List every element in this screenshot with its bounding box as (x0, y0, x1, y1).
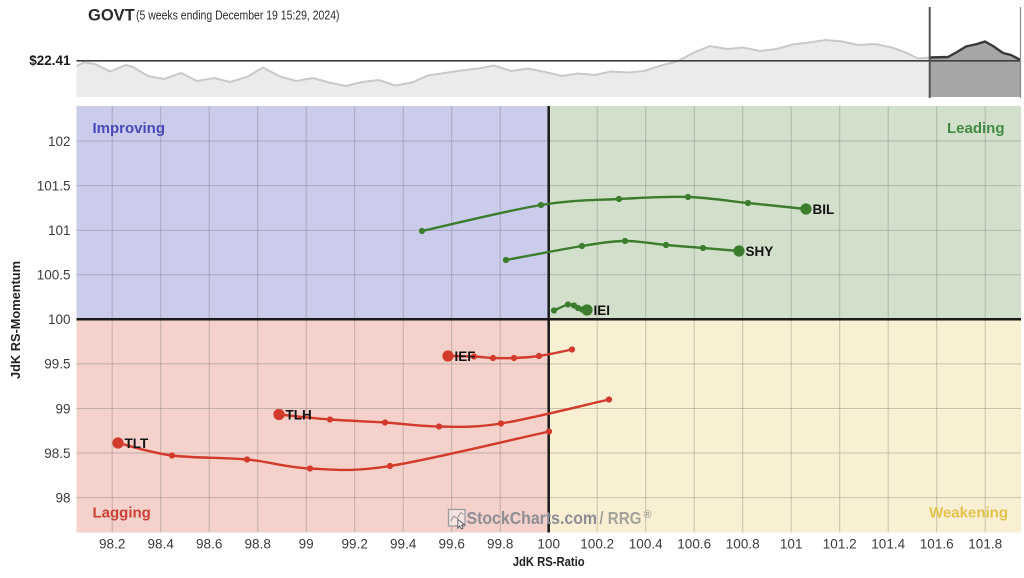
svg-text:98.5: 98.5 (44, 446, 70, 461)
svg-text:98.4: 98.4 (148, 537, 175, 552)
svg-text:98: 98 (55, 490, 70, 505)
svg-text:Improving: Improving (93, 120, 166, 137)
svg-text:98.2: 98.2 (99, 537, 125, 552)
svg-text:100.6: 100.6 (677, 537, 711, 552)
svg-text:101: 101 (780, 537, 803, 552)
svg-text:$22.41: $22.41 (29, 53, 71, 68)
svg-text:BIL: BIL (813, 202, 835, 217)
svg-text:TLH: TLH (286, 408, 312, 423)
svg-text:GOVT: GOVT (88, 7, 135, 25)
svg-text:101.2: 101.2 (823, 537, 857, 552)
svg-text:StockCharts.com: StockCharts.com (467, 508, 598, 528)
svg-text:101: 101 (48, 223, 71, 238)
svg-text:99: 99 (55, 401, 70, 416)
svg-text:99.4: 99.4 (390, 537, 417, 552)
svg-text:101.5: 101.5 (37, 178, 71, 193)
svg-text:100.2: 100.2 (580, 537, 614, 552)
svg-text:100.5: 100.5 (37, 268, 71, 283)
svg-text:99.2: 99.2 (342, 537, 368, 552)
svg-text:99: 99 (299, 537, 314, 552)
svg-text:Leading: Leading (947, 120, 1005, 137)
svg-text:SHY: SHY (746, 244, 774, 259)
svg-text:/ RRG: / RRG (599, 508, 641, 528)
svg-text:98.6: 98.6 (196, 537, 222, 552)
svg-text:JdK RS-Ratio: JdK RS-Ratio (513, 554, 585, 569)
svg-text:101.6: 101.6 (920, 537, 954, 552)
svg-text:Lagging: Lagging (93, 505, 151, 522)
svg-text:99.6: 99.6 (439, 537, 465, 552)
svg-text:98.8: 98.8 (245, 537, 271, 552)
svg-text:101.4: 101.4 (871, 537, 905, 552)
svg-text:®: ® (644, 509, 652, 521)
svg-text:JdK RS-Momentum: JdK RS-Momentum (8, 261, 23, 379)
svg-text:100.4: 100.4 (629, 537, 663, 552)
svg-text:100.8: 100.8 (726, 537, 760, 552)
svg-text:100: 100 (48, 312, 71, 327)
svg-text:(5 weeks ending December 19 15: (5 weeks ending December 19 15:29, 2024) (136, 9, 340, 23)
svg-text:102: 102 (48, 134, 71, 149)
svg-text:101.8: 101.8 (968, 537, 1002, 552)
svg-text:99.8: 99.8 (487, 537, 513, 552)
svg-text:TLT: TLT (125, 436, 149, 451)
svg-text:IEF: IEF (455, 349, 476, 364)
svg-text:100: 100 (537, 537, 560, 552)
svg-text:Weakening: Weakening (929, 505, 1008, 522)
svg-text:IEI: IEI (594, 303, 611, 318)
svg-text:99.5: 99.5 (44, 357, 70, 372)
